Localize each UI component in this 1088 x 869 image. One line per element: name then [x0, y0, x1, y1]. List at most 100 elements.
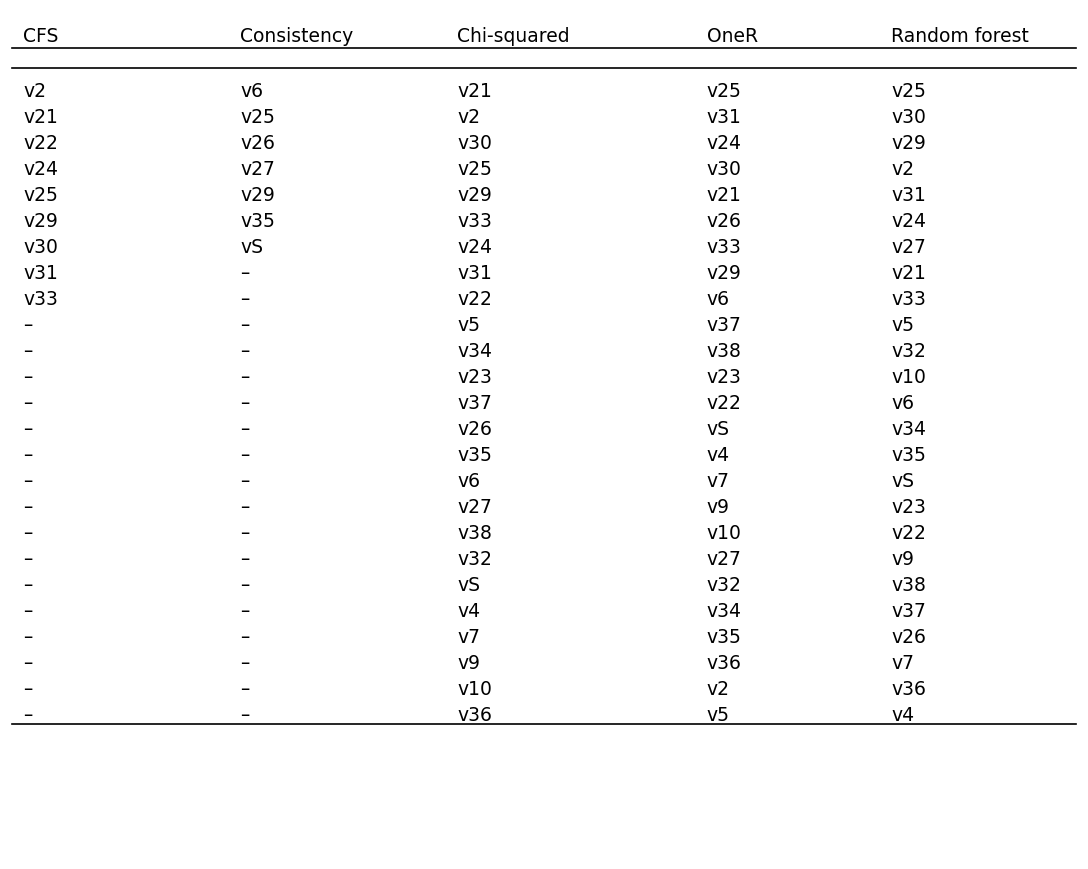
Text: v4: v4	[891, 706, 914, 725]
Text: –: –	[240, 550, 249, 568]
Text: –: –	[240, 706, 249, 725]
Text: v2: v2	[891, 160, 914, 179]
Text: v4: v4	[707, 446, 730, 465]
Text: v22: v22	[891, 524, 926, 543]
Text: v2: v2	[707, 680, 730, 699]
Text: –: –	[23, 472, 33, 491]
Text: v26: v26	[457, 420, 492, 439]
Text: –: –	[23, 550, 33, 568]
Text: v38: v38	[891, 575, 926, 594]
Text: v29: v29	[23, 212, 58, 231]
Text: v36: v36	[457, 706, 492, 725]
Text: vS: vS	[891, 472, 914, 491]
Text: v24: v24	[891, 212, 926, 231]
Text: v6: v6	[891, 394, 914, 413]
Text: v37: v37	[891, 601, 926, 620]
Text: v5: v5	[457, 315, 480, 335]
Text: v27: v27	[240, 160, 275, 179]
Text: v25: v25	[457, 160, 492, 179]
Text: –: –	[240, 315, 249, 335]
Text: v22: v22	[457, 290, 492, 308]
Text: –: –	[240, 394, 249, 413]
Text: v30: v30	[23, 238, 58, 257]
Text: v35: v35	[707, 627, 742, 647]
Text: v10: v10	[891, 368, 926, 387]
Text: v36: v36	[707, 653, 742, 673]
Text: v32: v32	[891, 342, 926, 361]
Text: CFS: CFS	[23, 28, 59, 46]
Text: v21: v21	[891, 264, 926, 282]
Text: v33: v33	[457, 212, 492, 231]
Text: v2: v2	[23, 82, 46, 101]
Text: v32: v32	[457, 550, 492, 568]
Text: v25: v25	[707, 82, 742, 101]
Text: –: –	[23, 498, 33, 517]
Text: –: –	[23, 680, 33, 699]
Text: v9: v9	[457, 653, 480, 673]
Text: –: –	[23, 653, 33, 673]
Text: v23: v23	[707, 368, 742, 387]
Text: –: –	[23, 446, 33, 465]
Text: –: –	[23, 524, 33, 543]
Text: –: –	[240, 446, 249, 465]
Text: v23: v23	[457, 368, 492, 387]
Text: v34: v34	[457, 342, 492, 361]
Text: –: –	[240, 264, 249, 282]
Text: v37: v37	[457, 394, 492, 413]
Text: –: –	[240, 472, 249, 491]
Text: v30: v30	[457, 134, 492, 153]
Text: v26: v26	[891, 627, 926, 647]
Text: v5: v5	[891, 315, 914, 335]
Text: –: –	[23, 706, 33, 725]
Text: v34: v34	[891, 420, 926, 439]
Text: v31: v31	[891, 186, 926, 205]
Text: v37: v37	[707, 315, 742, 335]
Text: v24: v24	[707, 134, 742, 153]
Text: v30: v30	[707, 160, 742, 179]
Text: v6: v6	[457, 472, 480, 491]
Text: v6: v6	[240, 82, 263, 101]
Text: v7: v7	[457, 627, 480, 647]
Text: v35: v35	[891, 446, 926, 465]
Text: v25: v25	[23, 186, 58, 205]
Text: v26: v26	[240, 134, 275, 153]
Text: v10: v10	[457, 680, 492, 699]
Text: v31: v31	[707, 108, 742, 127]
Text: v7: v7	[707, 472, 730, 491]
Text: v7: v7	[891, 653, 914, 673]
Text: –: –	[23, 627, 33, 647]
Text: vS: vS	[240, 238, 263, 257]
Text: v5: v5	[707, 706, 730, 725]
Text: v27: v27	[707, 550, 742, 568]
Text: v22: v22	[23, 134, 58, 153]
Text: v29: v29	[240, 186, 275, 205]
Text: v33: v33	[23, 290, 58, 308]
Text: –: –	[240, 420, 249, 439]
Text: vS: vS	[457, 575, 480, 594]
Text: v32: v32	[707, 575, 742, 594]
Text: v10: v10	[707, 524, 742, 543]
Text: v27: v27	[891, 238, 926, 257]
Text: v4: v4	[457, 601, 480, 620]
Text: v36: v36	[891, 680, 926, 699]
Text: v25: v25	[240, 108, 275, 127]
Text: v21: v21	[707, 186, 742, 205]
Text: v25: v25	[891, 82, 926, 101]
Text: v33: v33	[891, 290, 926, 308]
Text: v31: v31	[23, 264, 58, 282]
Text: –: –	[23, 394, 33, 413]
Text: v38: v38	[457, 524, 492, 543]
Text: v22: v22	[707, 394, 742, 413]
Text: –: –	[240, 627, 249, 647]
Text: –: –	[240, 601, 249, 620]
Text: –: –	[240, 290, 249, 308]
Text: –: –	[23, 420, 33, 439]
Text: v26: v26	[707, 212, 742, 231]
Text: v35: v35	[240, 212, 275, 231]
Text: v21: v21	[23, 108, 58, 127]
Text: –: –	[23, 368, 33, 387]
Text: v29: v29	[457, 186, 492, 205]
Text: v29: v29	[891, 134, 926, 153]
Text: Chi-squared: Chi-squared	[457, 28, 570, 46]
Text: v21: v21	[457, 82, 492, 101]
